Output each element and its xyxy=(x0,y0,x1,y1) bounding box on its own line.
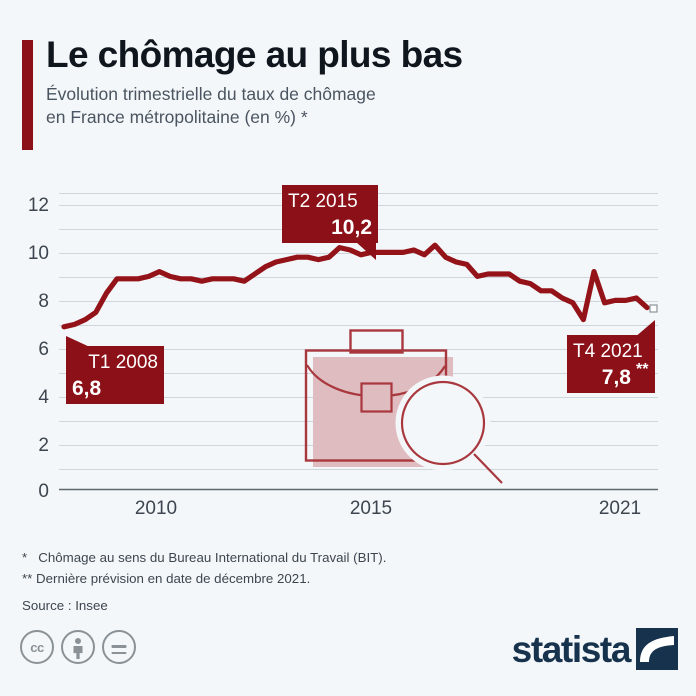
creative-commons-icon[interactable]: cc xyxy=(20,630,54,664)
y-tick-0: 0 xyxy=(38,481,49,502)
subtitle-line-1: Évolution trimestrielle du taux de chôma… xyxy=(46,84,376,104)
footnotes: * Chômage au sens du Bureau Internationa… xyxy=(22,548,386,617)
callout-t2-2015-label: T2 2015 xyxy=(288,191,358,212)
cc-attribution-person-icon[interactable] xyxy=(61,630,95,664)
person-body-shape xyxy=(73,646,83,659)
magnifier-icon xyxy=(395,375,503,484)
x-axis-tick-labels: 2010 2015 2021 xyxy=(135,498,641,519)
y-tick-4: 4 xyxy=(38,387,49,408)
y-tick-6: 6 xyxy=(38,339,49,360)
footnote-double-star: ** Dernière prévision en date de décembr… xyxy=(22,570,311,586)
y-tick-12: 12 xyxy=(28,195,49,216)
page-subtitle: Évolution trimestrielle du taux de chôma… xyxy=(46,83,676,129)
callout-t4-2021-value-suffix: ** xyxy=(636,361,649,378)
callout-t1-2008-value: 6,8 xyxy=(72,377,102,400)
y-tick-2: 2 xyxy=(38,435,49,456)
source-line: Source : Insee xyxy=(22,598,108,613)
callout-t4-2021-value: 7,8 xyxy=(602,366,632,389)
y-axis-tick-labels: 12 10 8 6 4 2 0 xyxy=(28,195,50,502)
subtitle-line-2: en France métropolitaine (en %) * xyxy=(46,107,308,127)
y-tick-10: 10 xyxy=(28,243,49,264)
statista-wordmark: statista xyxy=(511,628,632,670)
x-tick-2021: 2021 xyxy=(599,498,641,519)
callout-t2-2015: T2 2015 10,2 xyxy=(282,185,378,260)
y-tick-8: 8 xyxy=(38,291,49,312)
page-title: Le chômage au plus bas xyxy=(46,34,463,75)
unemployment-line-chart: 12 10 8 6 4 2 0 2010 2015 2021 T1 2008 6… xyxy=(28,185,658,519)
title-accent-bar xyxy=(22,40,33,150)
equals-bar-bottom xyxy=(111,651,127,655)
callout-t1-2008-label: T1 2008 xyxy=(88,352,158,373)
cc-no-derivatives-equals-icon[interactable] xyxy=(102,630,136,664)
chart-area: 12 10 8 6 4 2 0 2010 2015 2021 T1 2008 6… xyxy=(0,180,696,520)
statista-logo-icon xyxy=(636,628,678,670)
creative-commons-icons: cc xyxy=(20,630,136,664)
callout-t4-2021: T4 2021 7,8 ** xyxy=(567,320,655,393)
title-block: Le chômage au plus bas Évolution trimest… xyxy=(46,33,676,129)
footnote-single-star: * Chômage au sens du Bureau Internationa… xyxy=(22,550,387,565)
x-tick-2010: 2010 xyxy=(135,498,177,519)
equals-bar-top xyxy=(111,645,127,648)
unemployment-rate-line xyxy=(61,242,650,330)
chart-gridlines xyxy=(59,193,658,470)
callout-t1-2008: T1 2008 6,8 xyxy=(66,336,164,404)
footer: * Chômage au sens du Bureau Internationa… xyxy=(0,540,696,696)
statista-branding[interactable]: statista xyxy=(512,628,678,670)
callout-t2-2015-value: 10,2 xyxy=(331,216,372,239)
header: Le chômage au plus bas Évolution trimest… xyxy=(0,0,696,170)
callout-t4-2021-label: T4 2021 xyxy=(573,341,643,362)
latest-point-marker xyxy=(649,304,658,313)
person-head-shape xyxy=(75,638,81,644)
cc-icon-label: cc xyxy=(30,639,44,655)
x-tick-2015: 2015 xyxy=(350,498,392,519)
